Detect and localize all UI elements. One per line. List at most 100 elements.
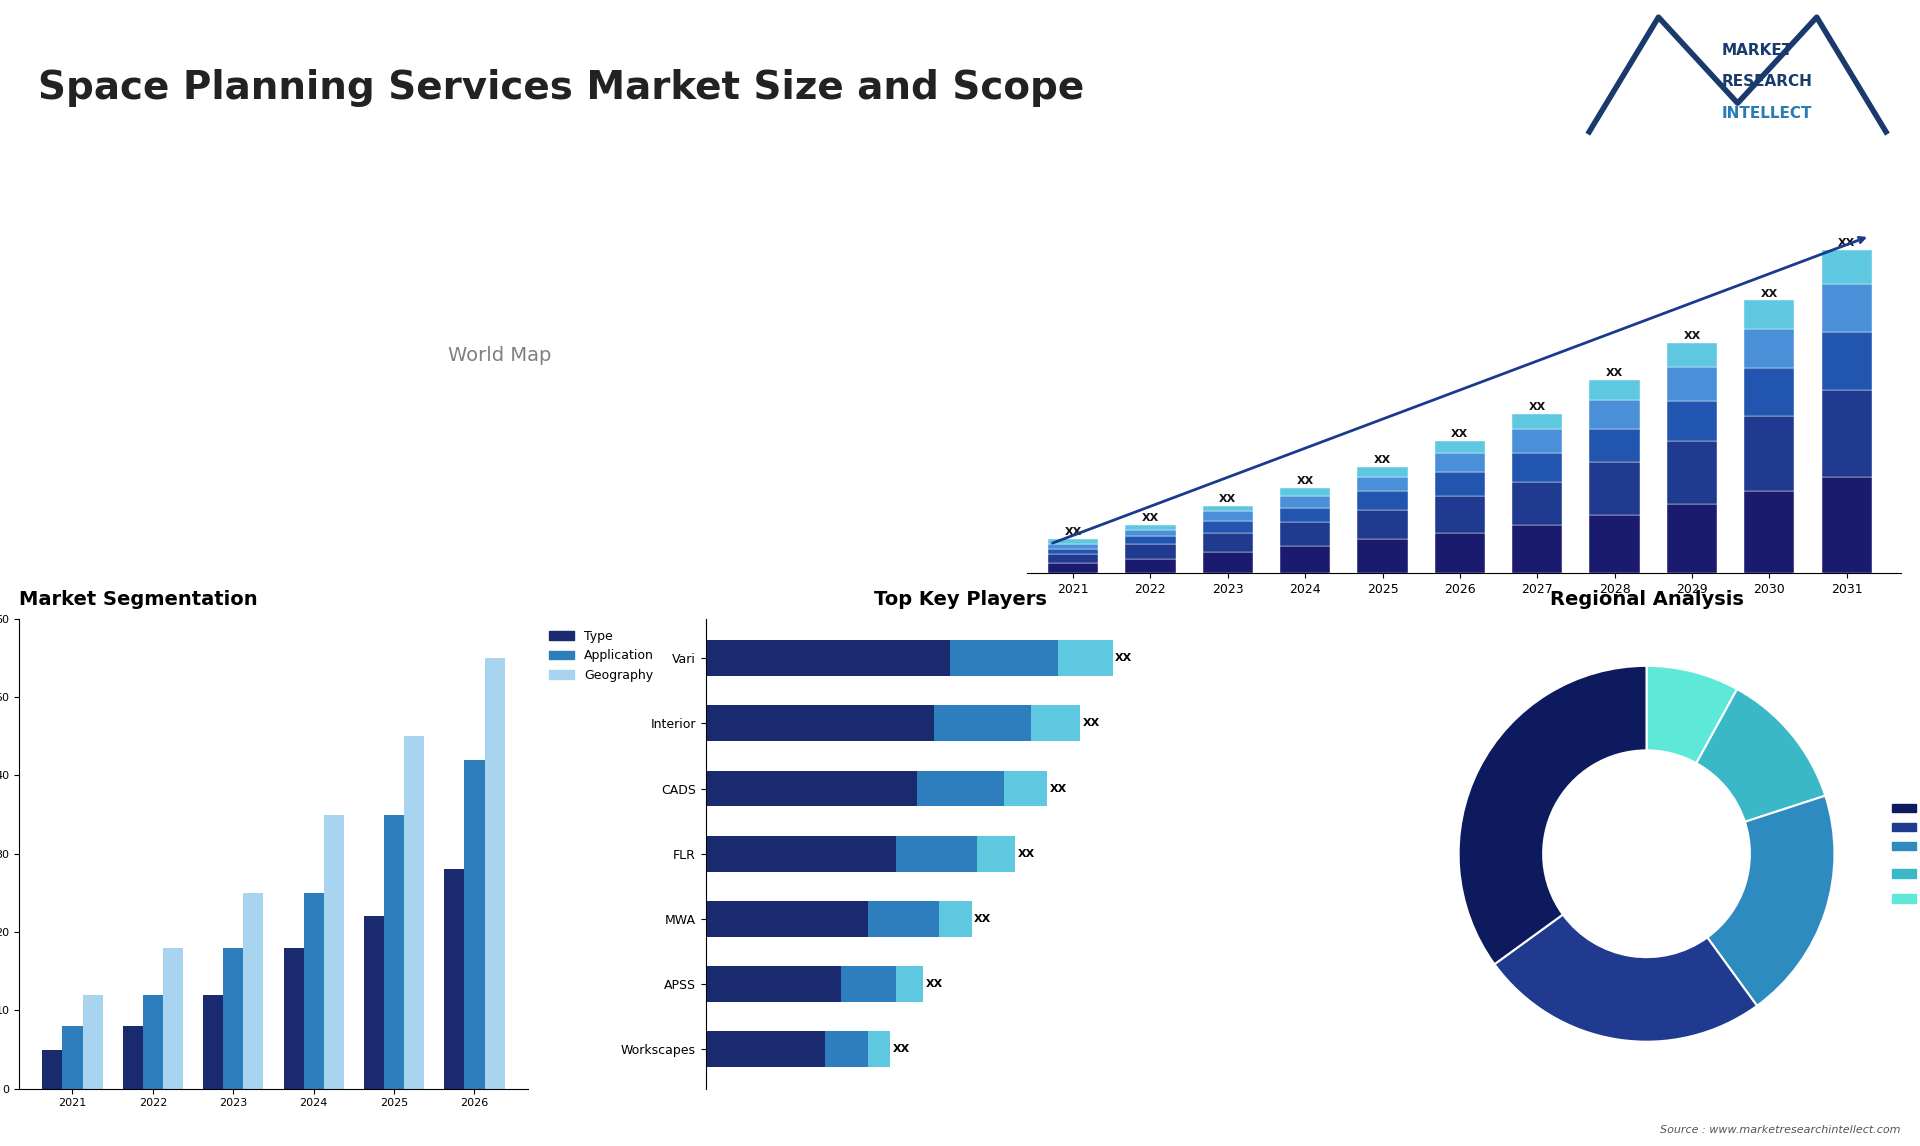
Bar	[1125, 536, 1175, 544]
Wedge shape	[1647, 666, 1738, 763]
Bar	[1667, 441, 1716, 504]
Bar	[707, 706, 933, 741]
Wedge shape	[1459, 666, 1647, 964]
Bar	[933, 706, 1031, 741]
Bar	[868, 901, 939, 937]
Bar	[1667, 343, 1716, 367]
Text: RESEARCH: RESEARCH	[1720, 74, 1812, 89]
Bar	[1822, 477, 1872, 573]
Bar	[1590, 400, 1640, 429]
Bar	[204, 995, 223, 1089]
Bar	[365, 917, 384, 1089]
Bar	[895, 966, 924, 1002]
Bar	[1822, 390, 1872, 477]
Bar	[1048, 564, 1098, 573]
Text: XX: XX	[973, 915, 991, 924]
Text: XX: XX	[1452, 429, 1469, 439]
Text: XX: XX	[1219, 494, 1236, 504]
Bar	[1513, 525, 1563, 573]
Bar	[1513, 453, 1563, 481]
Bar	[1434, 453, 1484, 472]
Bar	[1202, 552, 1254, 573]
Bar	[1202, 511, 1254, 521]
Text: XX: XX	[1761, 289, 1778, 299]
Bar	[1743, 368, 1795, 416]
Text: World Map: World Map	[447, 346, 551, 364]
Bar	[1031, 706, 1081, 741]
Bar	[83, 995, 102, 1089]
Text: Source : www.marketresearchintellect.com: Source : www.marketresearchintellect.com	[1661, 1124, 1901, 1135]
Bar	[1434, 441, 1484, 453]
Bar	[1513, 429, 1563, 453]
Bar	[1281, 521, 1331, 545]
Text: XX: XX	[1684, 331, 1701, 342]
Legend: North America, Europe, Asia Pacific, Middle East &
Africa, Latin America: North America, Europe, Asia Pacific, Mid…	[1887, 798, 1920, 910]
Wedge shape	[1494, 915, 1757, 1042]
Bar	[1357, 468, 1407, 477]
Bar	[1590, 380, 1640, 400]
Bar	[384, 815, 403, 1089]
Bar	[1743, 300, 1795, 329]
Bar	[1590, 516, 1640, 573]
Bar	[1822, 251, 1872, 284]
Text: XX: XX	[1018, 849, 1035, 858]
Bar	[707, 966, 841, 1002]
Bar	[1743, 416, 1795, 492]
Bar	[1590, 429, 1640, 462]
Bar	[163, 948, 182, 1089]
Bar	[1357, 510, 1407, 540]
Bar	[223, 948, 244, 1089]
Bar	[707, 835, 895, 872]
Bar	[1434, 496, 1484, 533]
Bar	[826, 1031, 868, 1067]
Bar	[707, 1031, 826, 1067]
Bar	[1125, 525, 1175, 529]
Wedge shape	[1707, 795, 1834, 1006]
Bar	[1202, 521, 1254, 533]
Bar	[1434, 533, 1484, 573]
Bar	[895, 835, 977, 872]
Bar	[244, 893, 263, 1089]
Bar	[303, 893, 324, 1089]
Text: Space Planning Services Market Size and Scope: Space Planning Services Market Size and …	[38, 69, 1085, 107]
Bar	[1281, 496, 1331, 508]
Bar	[1743, 492, 1795, 573]
Bar	[484, 658, 505, 1089]
Text: INTELLECT: INTELLECT	[1720, 107, 1812, 121]
Text: XX: XX	[1064, 527, 1081, 537]
Bar	[1513, 481, 1563, 525]
Bar	[284, 948, 303, 1089]
Text: XX: XX	[1605, 369, 1622, 378]
Title: Regional Analysis: Regional Analysis	[1549, 590, 1743, 609]
Bar	[403, 737, 424, 1089]
Text: XX: XX	[1083, 719, 1100, 729]
Bar	[707, 641, 950, 676]
Bar	[1125, 529, 1175, 536]
Bar	[939, 901, 972, 937]
Bar	[1667, 367, 1716, 401]
Bar	[1281, 508, 1331, 521]
Bar	[868, 1031, 891, 1067]
Text: XX: XX	[893, 1044, 910, 1054]
Text: XX: XX	[1116, 653, 1133, 664]
Bar	[1667, 401, 1716, 441]
Bar	[1048, 544, 1098, 549]
Wedge shape	[1697, 689, 1826, 822]
Bar	[841, 966, 895, 1002]
Bar	[1048, 554, 1098, 564]
Bar	[1281, 488, 1331, 496]
Text: Market Segmentation: Market Segmentation	[19, 590, 257, 609]
Bar	[42, 1050, 63, 1089]
Bar	[123, 1026, 142, 1089]
Text: XX: XX	[1050, 784, 1068, 793]
Bar	[1822, 332, 1872, 390]
Bar	[63, 1026, 83, 1089]
Bar	[142, 995, 163, 1089]
Bar	[950, 641, 1058, 676]
Bar	[444, 870, 465, 1089]
Bar	[1125, 558, 1175, 573]
Bar	[707, 770, 918, 807]
Bar	[1048, 540, 1098, 544]
Bar	[1434, 472, 1484, 496]
Bar	[1513, 414, 1563, 429]
